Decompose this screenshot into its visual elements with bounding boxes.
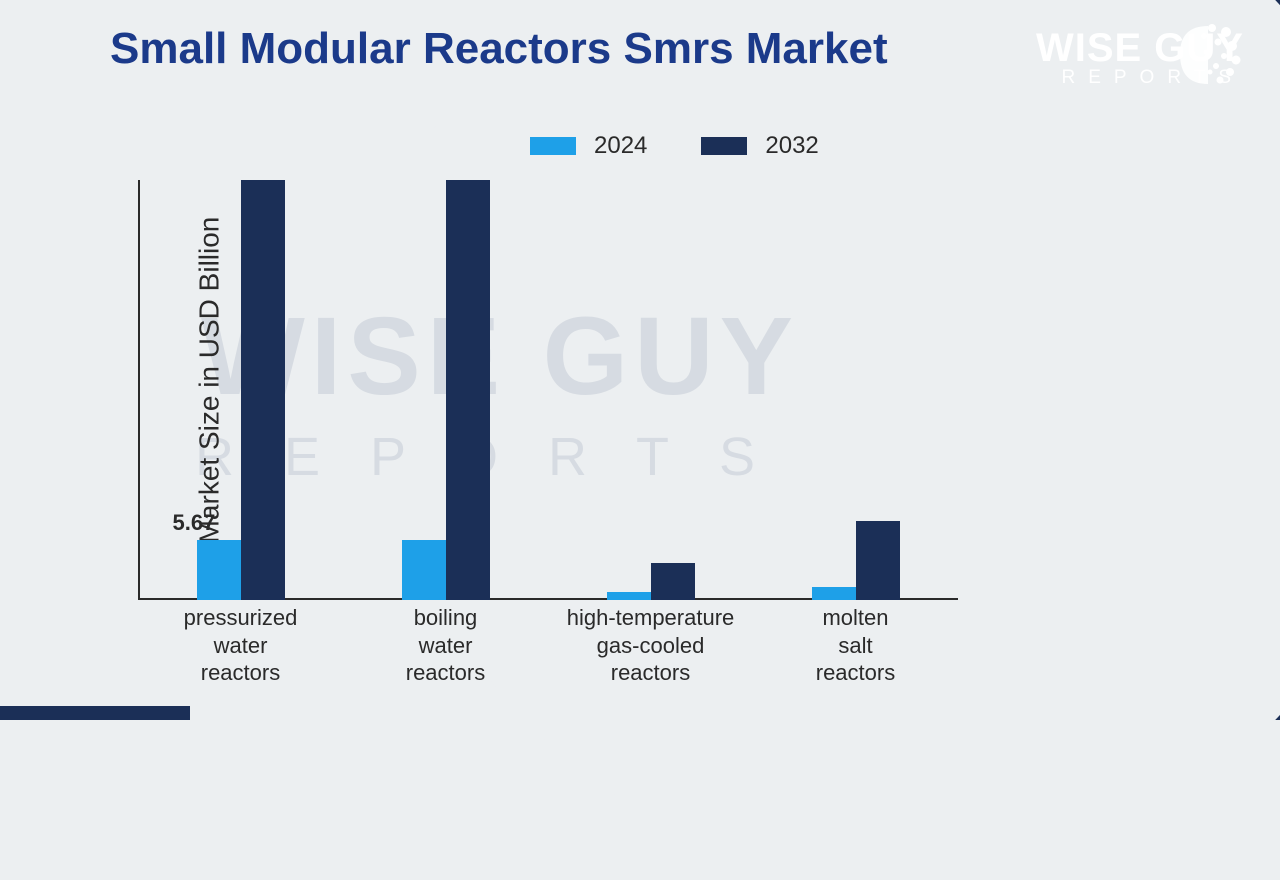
category-label: moltensaltreactors: [753, 604, 958, 687]
stage: WISE GUY REPORTS WISE GUY REPORTS Small …: [0, 0, 1280, 720]
category-labels: pressurizedwaterreactorsboilingwaterreac…: [138, 604, 958, 687]
bar-2024: [402, 540, 446, 600]
category-label: boilingwaterreactors: [343, 604, 548, 687]
bar-2024: [607, 592, 651, 600]
bar-2032: [446, 180, 490, 600]
bar-value-label: 5.67: [173, 510, 216, 536]
bar-pair: [197, 180, 285, 600]
bar-group: 5.67: [138, 180, 343, 600]
bar-2024: [197, 540, 241, 600]
bar-group: [548, 180, 753, 600]
legend-item-2032: 2032: [701, 132, 818, 160]
legend-label-2024: 2024: [594, 132, 647, 160]
bottom-accent-bar: [0, 706, 190, 720]
bar-2024: [812, 587, 856, 600]
brand-logo: WISE GUY REPORTS: [964, 26, 1244, 89]
bar-pair: [402, 180, 490, 600]
bar-group: [753, 180, 958, 600]
legend: 2024 2032: [530, 132, 819, 160]
bar-groups: 5.67: [138, 180, 958, 600]
bar-pair: [812, 521, 900, 600]
brain-dots-icon: [1172, 20, 1246, 94]
bar-2032: [856, 521, 900, 600]
legend-label-2032: 2032: [765, 132, 818, 160]
chart-title: Small Modular Reactors Smrs Market: [110, 24, 888, 74]
chart-area: 5.67: [138, 180, 958, 600]
legend-swatch-2032: [701, 137, 747, 155]
legend-swatch-2024: [530, 137, 576, 155]
category-label: pressurizedwaterreactors: [138, 604, 343, 687]
right-panel: [940, 0, 1280, 720]
legend-item-2024: 2024: [530, 132, 647, 160]
bar-2032: [241, 180, 285, 600]
bar-2032: [651, 563, 695, 600]
bar-group: [343, 180, 548, 600]
bar-pair: [607, 563, 695, 600]
category-label: high-temperaturegas-cooledreactors: [548, 604, 753, 687]
